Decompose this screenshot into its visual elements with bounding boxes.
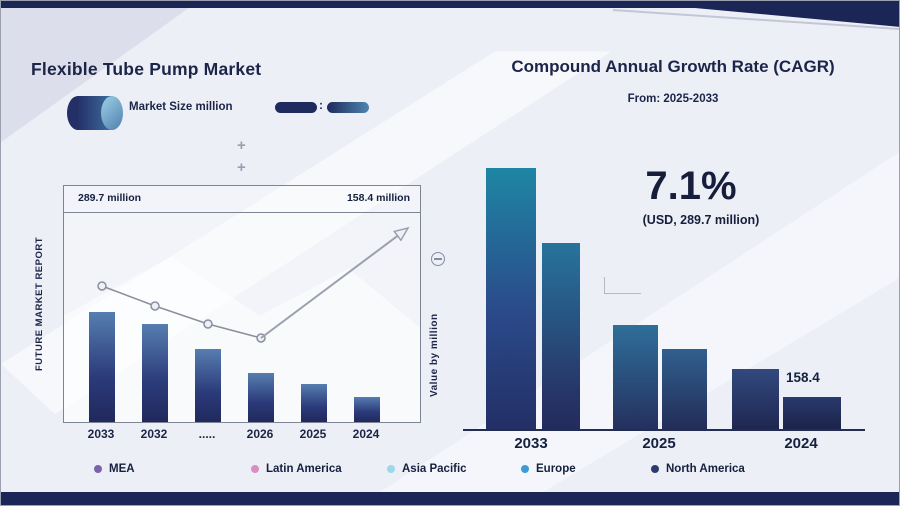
left-bar-..... (195, 349, 221, 422)
right-chart-title: Compound Annual Growth Rate (CAGR) (511, 57, 835, 76)
left-axis-label-2024: 2024 (352, 427, 380, 441)
left-bar-2032 (142, 324, 168, 422)
left-axis-label-.....: ..... (198, 427, 216, 441)
legend-label: Europe (536, 463, 576, 475)
cylinder-right-face (101, 96, 123, 130)
right-bar-2024-a (732, 369, 779, 429)
cagr-value: 7.1% (645, 164, 737, 208)
left-bar-2025 (301, 384, 327, 422)
cagr-basis-note: (USD, 289.7 million) (642, 213, 760, 227)
right-bar-2024-b (783, 397, 841, 429)
right-axis-label-2033: 2033 (514, 435, 548, 452)
legend-dot (251, 465, 259, 473)
cylinder-icon (67, 94, 123, 132)
left-axis-label-2033: 2033 (87, 427, 115, 441)
right-axis-label-2025: 2025 (642, 435, 676, 452)
right-bar-2025-b (662, 349, 707, 429)
plot-header-divider (64, 212, 420, 213)
pill-dark-decoration (275, 102, 317, 113)
right-bars-group (461, 161, 881, 429)
left-bar-2033 (89, 312, 115, 422)
corner-bracket-decoration (604, 277, 641, 294)
left-bar-2026 (248, 373, 274, 422)
right-x-axis-line (463, 429, 865, 431)
left-chart-plot-area: 289.7 million 158.4 million (63, 185, 421, 423)
plus-decoration: + (237, 137, 246, 154)
market-size-legend-label: Market Size million (129, 101, 233, 113)
left-chart-title: Flexible Tube Pump Market (31, 59, 262, 79)
legend-dot (387, 465, 395, 473)
right-bar-2033-b (542, 243, 580, 429)
legend-dot (521, 465, 529, 473)
legend-item-europe: Europe (521, 463, 576, 475)
legend-item-north-america: North America (651, 463, 745, 475)
legend-label: MEA (109, 463, 135, 475)
legend-item-mea: MEA (94, 463, 135, 475)
right-bar-2025-a (613, 325, 658, 429)
left-y-axis-label: FUTURE MARKET REPORT (34, 236, 45, 372)
left-x-axis-labels: 2033 2032..... 2026 2025 2024 (63, 427, 419, 443)
plus-decoration: + (237, 159, 246, 176)
top-navy-band (1, 1, 899, 8)
left-axis-label-2025: 2025 (299, 427, 327, 441)
right-y-axis-label: Value by million (429, 313, 440, 398)
trend-line-arrow (97, 226, 410, 343)
circle-dash-decoration (431, 252, 445, 266)
left-axis-label-2032: 2032 (140, 427, 168, 441)
annotation-289-7-million: 289.7 million (78, 192, 142, 204)
pill-gradient-decoration (327, 102, 369, 113)
right-bar-2033-a (486, 168, 536, 429)
region-legend-row: MEA Latin America Asia Pacific Europe North … (1, 463, 899, 481)
left-axis-label-2026: 2026 (246, 427, 274, 441)
bottom-navy-band (1, 492, 899, 505)
right-chart-subtitle: From: 2025-2033 (627, 93, 719, 105)
left-bar-2024 (354, 397, 380, 422)
right-axis-label-2024: 2024 (784, 435, 818, 452)
left-bars-group (64, 186, 420, 422)
legend-item-asia-pacific: Asia Pacific (387, 463, 467, 475)
bar-value-label-158-4: 158.4 (786, 370, 820, 385)
right-x-axis-labels: 2033 2025 2024 (461, 435, 881, 455)
legend-label: North America (666, 463, 745, 475)
annotation-158-4-million: 158.4 million (346, 192, 410, 204)
legend-label: Asia Pacific (402, 463, 467, 475)
legend-label: Latin America (266, 463, 342, 475)
legend-dot (94, 465, 102, 473)
legend-dot (651, 465, 659, 473)
pill-separator: : (319, 98, 323, 112)
legend-item-latin-america: Latin America (251, 463, 342, 475)
